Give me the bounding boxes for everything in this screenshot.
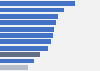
Bar (0, 1, 75, 6)
Bar (0, 8, 64, 12)
Bar (0, 46, 48, 51)
Bar (0, 27, 54, 32)
Bar (0, 52, 40, 57)
Bar (0, 59, 34, 63)
Bar (0, 39, 51, 44)
Bar (0, 20, 56, 25)
Bar (0, 65, 28, 70)
Bar (0, 33, 53, 38)
Bar (0, 14, 58, 19)
